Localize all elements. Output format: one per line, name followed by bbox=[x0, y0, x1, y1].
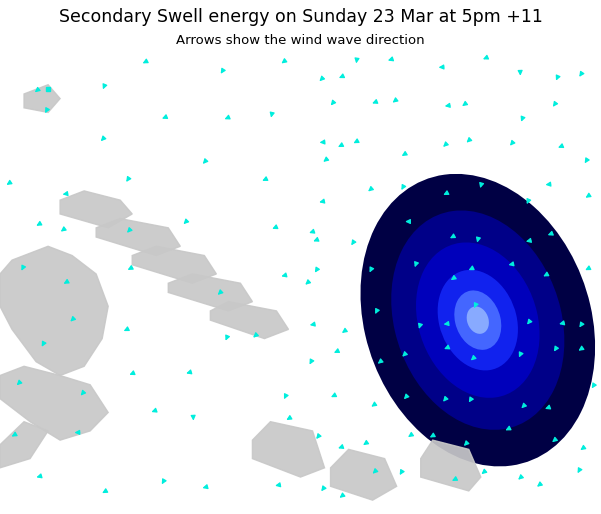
Text: Secondary Swell energy on Sunday 23 Mar at 5pm +11: Secondary Swell energy on Sunday 23 Mar … bbox=[58, 8, 543, 26]
Polygon shape bbox=[60, 191, 132, 228]
Polygon shape bbox=[0, 421, 48, 468]
Polygon shape bbox=[0, 246, 108, 376]
Text: Arrows show the wind wave direction: Arrows show the wind wave direction bbox=[176, 34, 425, 47]
Ellipse shape bbox=[467, 306, 489, 334]
Ellipse shape bbox=[361, 174, 595, 466]
Polygon shape bbox=[96, 218, 180, 255]
Ellipse shape bbox=[391, 210, 564, 430]
Ellipse shape bbox=[438, 270, 518, 371]
Ellipse shape bbox=[454, 290, 501, 350]
Polygon shape bbox=[168, 274, 252, 311]
Polygon shape bbox=[132, 246, 216, 283]
Polygon shape bbox=[331, 449, 397, 500]
Polygon shape bbox=[252, 421, 325, 477]
Polygon shape bbox=[421, 440, 481, 491]
Polygon shape bbox=[0, 366, 108, 440]
Polygon shape bbox=[24, 85, 60, 113]
Polygon shape bbox=[210, 302, 288, 339]
Ellipse shape bbox=[416, 243, 540, 398]
